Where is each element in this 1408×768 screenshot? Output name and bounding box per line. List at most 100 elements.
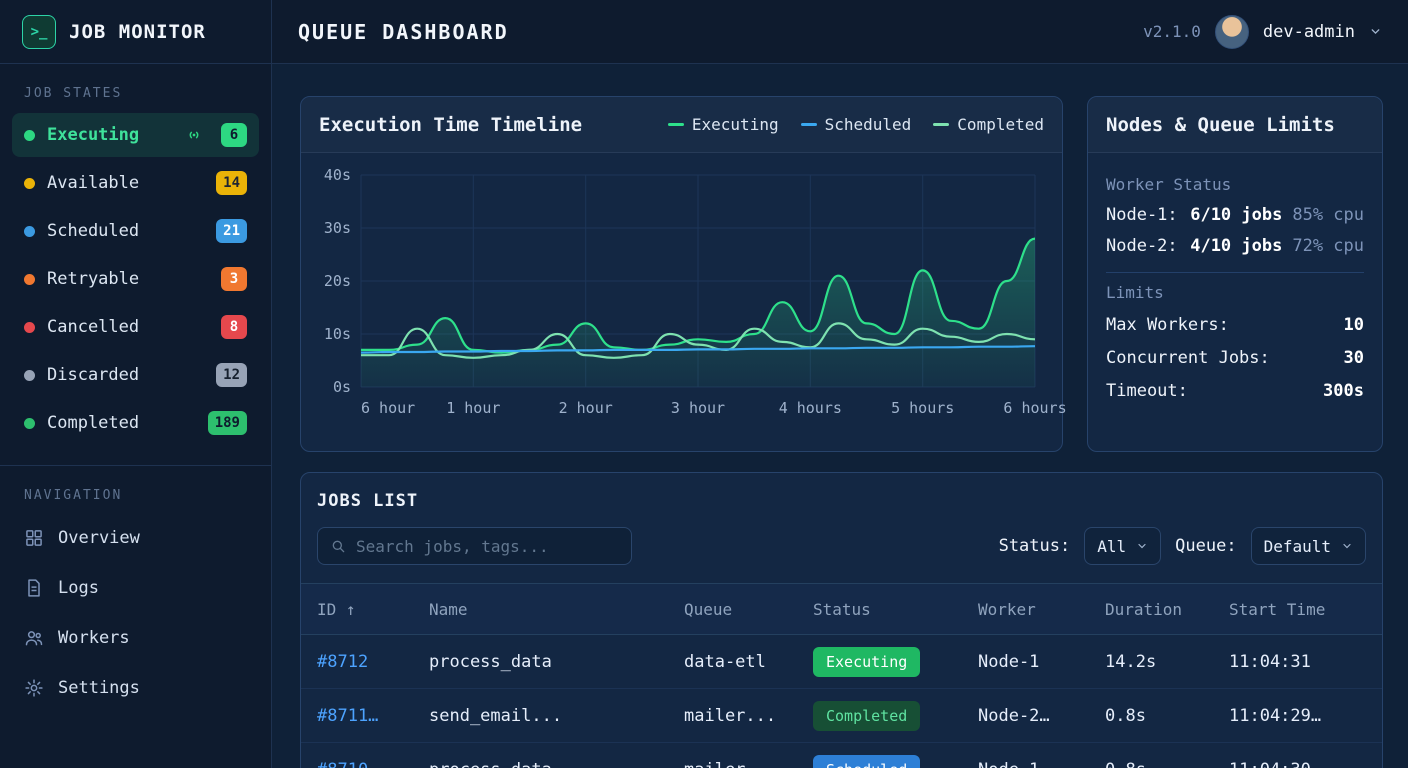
job-start-time: 11:04:30 xyxy=(1229,760,1366,768)
svg-text:1 hour: 1 hour xyxy=(446,399,500,417)
jobs-table: ID ↑ Name Queue Status Worker Duration S… xyxy=(301,583,1382,768)
state-label: Cancelled xyxy=(47,317,140,337)
state-label: Scheduled xyxy=(47,221,140,241)
svg-text:2 hour: 2 hour xyxy=(559,399,613,417)
chevron-down-icon xyxy=(1341,540,1353,552)
svg-text:6 hours: 6 hours xyxy=(1003,399,1066,417)
chevron-down-icon[interactable] xyxy=(1369,25,1382,38)
sidebar-item-scheduled[interactable]: Scheduled 21 xyxy=(12,209,259,253)
legend-dash xyxy=(933,123,950,126)
job-queue: mailer... xyxy=(684,705,777,726)
execution-timeline-card: Execution Time Timeline Executing Schedu… xyxy=(300,96,1067,452)
column-header-queue: Queue xyxy=(684,599,733,619)
column-header-id[interactable]: ID ↑ xyxy=(317,599,356,619)
sidebar-item-executing[interactable]: Executing 6 xyxy=(12,113,259,157)
status-filter-value: All xyxy=(1097,536,1127,556)
sidebar-item-discarded[interactable]: Discarded 12 xyxy=(12,353,259,397)
svg-text:5 hours: 5 hours xyxy=(891,399,954,417)
state-count-badge: 12 xyxy=(216,363,247,387)
main-content: Execution Time Timeline Executing Schedu… xyxy=(272,64,1408,768)
node-cpu: 72% cpu xyxy=(1292,236,1364,256)
status-badge: Executing xyxy=(813,646,921,677)
state-dot-available xyxy=(24,177,35,189)
nav-label: Overview xyxy=(58,528,140,548)
limit-row: Max Workers: 10 xyxy=(1106,315,1364,335)
job-name: process_data xyxy=(429,651,552,672)
svg-text:6 hour: 6 hour xyxy=(361,399,415,417)
svg-text:0s: 0s xyxy=(333,378,351,396)
job-name: process_data xyxy=(429,760,684,768)
sidebar-item-overview[interactable]: Overview xyxy=(12,515,259,561)
state-count-badge: 21 xyxy=(216,219,247,243)
state-label: Discarded xyxy=(47,365,140,385)
job-id-link[interactable]: #8712 xyxy=(317,651,369,672)
legend-item-completed[interactable]: Completed xyxy=(933,115,1044,134)
state-label: Executing xyxy=(47,125,140,145)
job-id-link[interactable]: #8711… xyxy=(317,705,379,726)
job-duration: 0.8s xyxy=(1105,705,1146,726)
job-start-time: 11:04:31 xyxy=(1229,651,1311,672)
job-duration: 0.8s xyxy=(1105,760,1229,768)
job-states-section-label: JOB STATES xyxy=(24,86,123,101)
node-name: Node-1: xyxy=(1106,205,1178,225)
column-header-name: Name xyxy=(429,599,468,619)
limit-value: 10 xyxy=(1343,315,1364,335)
nodes-card-header: Nodes & Queue Limits xyxy=(1088,97,1382,153)
sidebar-item-completed[interactable]: Completed 189 xyxy=(12,401,259,445)
status-filter-select[interactable]: All xyxy=(1084,527,1162,565)
column-header-status: Status xyxy=(813,599,871,619)
table-row[interactable]: #8712 process_data data-etl Executing No… xyxy=(301,635,1382,689)
legend-item-executing[interactable]: Executing xyxy=(667,115,779,134)
column-header-start-time: Start Time xyxy=(1229,599,1326,619)
legend-item-scheduled[interactable]: Scheduled xyxy=(800,115,912,134)
state-label: Completed xyxy=(47,413,140,433)
version-label: v2.1.0 xyxy=(1143,22,1201,41)
queue-filter-select[interactable]: Default xyxy=(1250,527,1366,565)
search-input[interactable] xyxy=(356,536,619,556)
job-queue: mailer xyxy=(684,760,813,768)
column-header-worker: Worker xyxy=(978,599,1036,619)
svg-text:4 hours: 4 hours xyxy=(779,399,842,417)
table-row[interactable]: #8710 process_data mailer Scheduled Node… xyxy=(301,743,1382,768)
sidebar-item-retryable[interactable]: Retryable 3 xyxy=(12,257,259,301)
jobs-list-card: JOBS LIST Status: All xyxy=(300,472,1383,768)
execution-chart: 0s 10s 20s 30s 40s 6 hour 1 hour 2 hour 3 hour 4 … xyxy=(301,153,1067,451)
jobs-list-title: JOBS LIST xyxy=(317,491,419,511)
table-row[interactable]: #8711… send_email... mailer... Completed… xyxy=(301,689,1382,743)
state-dot-scheduled xyxy=(24,225,35,237)
job-id-link[interactable]: #8710 xyxy=(317,760,429,768)
job-queue: data-etl xyxy=(684,651,766,672)
nav-label: Logs xyxy=(58,578,99,598)
legend-dash xyxy=(667,123,684,126)
svg-text:3 hour: 3 hour xyxy=(671,399,725,417)
state-label: Available xyxy=(47,173,140,193)
user-avatar[interactable] xyxy=(1214,14,1249,49)
job-worker: Node-1 xyxy=(978,651,1040,672)
search-box xyxy=(317,527,632,565)
nodes-card-title: Nodes & Queue Limits xyxy=(1106,113,1335,136)
node-jobs: 4/10 jobs xyxy=(1190,236,1283,256)
sidebar: >_ JOB MONITOR JOB STATES Executing 6 Av… xyxy=(0,0,272,768)
state-dot-discarded xyxy=(24,369,35,381)
jobs-controls: Status: All Queue: Default xyxy=(317,527,1366,565)
topbar: QUEUE DASHBOARD v2.1.0 dev-admin xyxy=(272,0,1408,64)
nodes-divider xyxy=(1106,272,1364,273)
status-badge: Scheduled xyxy=(813,754,921,768)
limit-label: Timeout: xyxy=(1106,381,1188,401)
limit-row: Timeout: 300s xyxy=(1106,381,1364,401)
sidebar-item-cancelled[interactable]: Cancelled 8 xyxy=(12,305,259,349)
svg-text:40s: 40s xyxy=(324,166,351,184)
sidebar-item-workers[interactable]: Workers xyxy=(12,615,259,661)
worker-status-label: Worker Status xyxy=(1106,175,1232,194)
sidebar-item-settings[interactable]: Settings xyxy=(12,665,259,711)
sidebar-item-logs[interactable]: Logs xyxy=(12,565,259,611)
legend-label: Scheduled xyxy=(824,115,912,134)
app-title: JOB MONITOR xyxy=(69,20,206,43)
limit-label: Max Workers: xyxy=(1106,315,1229,335)
state-dot-retryable xyxy=(24,273,35,285)
sidebar-item-available[interactable]: Available 14 xyxy=(12,161,259,205)
document-icon xyxy=(24,578,44,598)
queue-filter-label: Queue: xyxy=(1175,536,1237,556)
node-name: Node-2: xyxy=(1106,236,1178,256)
